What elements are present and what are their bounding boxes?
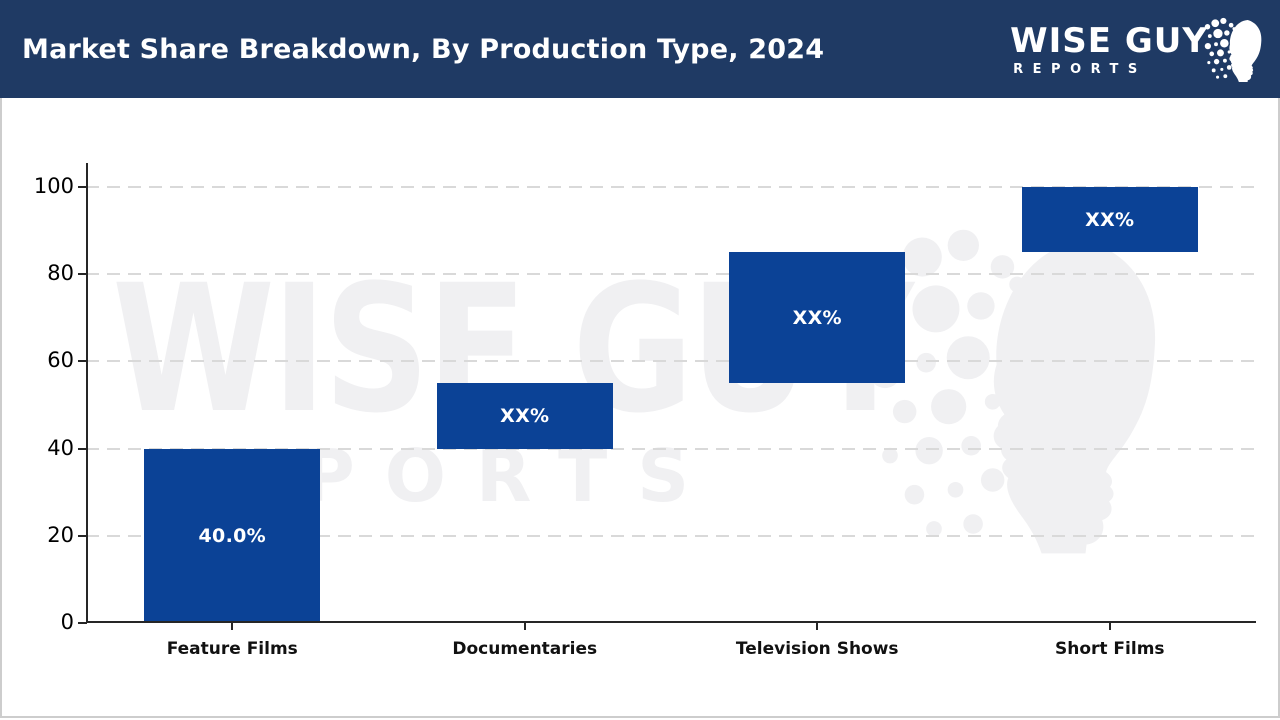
y-gridline <box>86 447 1256 450</box>
wiseguy-logo-text: WISE GUY REPORTS <box>1010 24 1208 77</box>
chart-title: Market Share Breakdown, By Production Ty… <box>22 33 825 65</box>
x-tick-mark <box>523 623 526 630</box>
wiseguy-logo-subtitle: REPORTS <box>1013 61 1147 77</box>
y-tick-label: 40 <box>47 435 74 460</box>
y-tick-mark <box>78 447 87 450</box>
x-category-label: Television Shows <box>735 639 899 659</box>
y-tick-label: 20 <box>47 522 74 547</box>
x-tick-mark <box>816 623 819 630</box>
x-category-label: Short Films <box>1054 639 1165 659</box>
bar-value-label: XX% <box>792 306 842 329</box>
y-tick-mark <box>78 534 87 537</box>
x-tick-mark <box>1108 623 1111 630</box>
y-gridline <box>86 273 1256 276</box>
wiseguy-face-icon <box>1204 17 1262 82</box>
bar-value-label: 40.0% <box>198 524 266 547</box>
wiseguy-logo: WISE GUY REPORTS <box>1010 8 1266 92</box>
y-tick-label: 0 <box>60 610 74 634</box>
watermark-face-icon <box>869 229 1156 554</box>
x-category-label: Feature Films <box>166 639 298 659</box>
y-tick-mark <box>78 186 87 188</box>
y-tick-mark <box>78 360 87 363</box>
bar-short-films: XX% <box>1021 187 1198 253</box>
x-tick-mark <box>231 623 234 630</box>
y-gridline <box>86 534 1256 537</box>
watermark-subtitle: PORTS <box>302 434 720 518</box>
bar-television-shows: XX% <box>729 252 906 384</box>
bar-documentaries: XX% <box>436 383 613 449</box>
header-bar: Market Share Breakdown, By Production Ty… <box>0 0 1280 98</box>
y-tick-label: 60 <box>47 348 74 373</box>
y-gridline <box>86 186 1256 188</box>
y-tick-mark <box>78 622 87 624</box>
y-tick-mark <box>78 273 87 276</box>
y-gridline <box>86 360 1256 363</box>
x-category-label: Documentaries <box>452 639 598 659</box>
wiseguy-logo-wordmark: WISE GUY <box>1010 20 1208 61</box>
bar-feature-films: 40.0% <box>144 448 321 623</box>
y-axis-line <box>86 163 88 623</box>
x-axis-line <box>86 621 1256 623</box>
y-tick-label: 100 <box>33 174 74 198</box>
bar-value-label: XX% <box>500 404 550 427</box>
y-tick-label: 80 <box>47 261 74 286</box>
bar-value-label: XX% <box>1085 208 1135 231</box>
